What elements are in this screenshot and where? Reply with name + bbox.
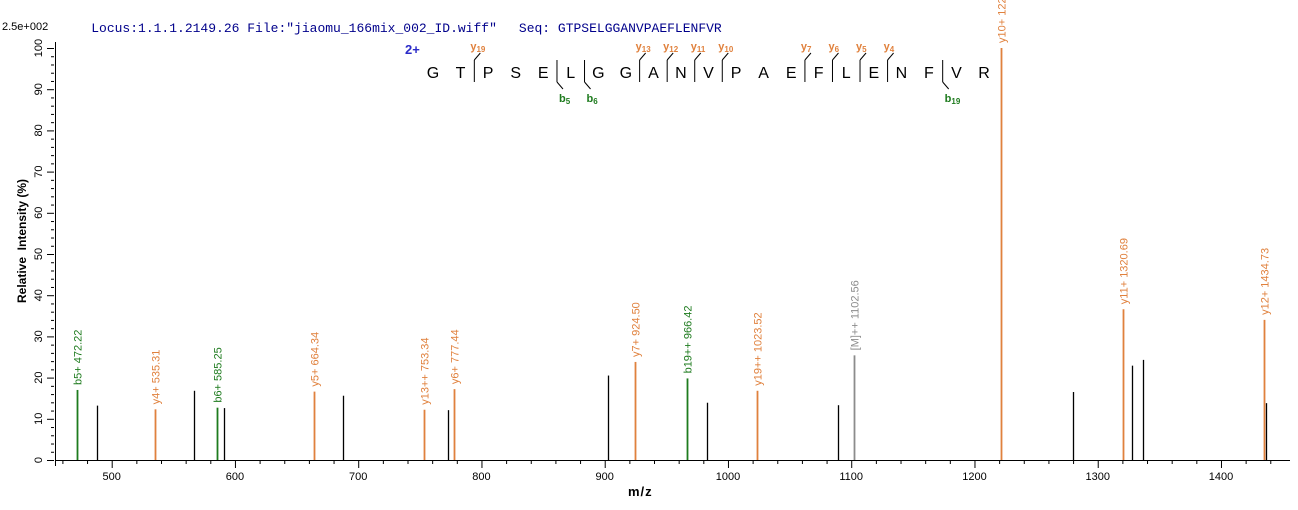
y-tick-label: 50 [33, 248, 45, 260]
residue: N [675, 65, 687, 82]
y-ion-marker: y12 [663, 41, 679, 82]
peak-label: b5+ 472.22 [73, 330, 85, 385]
y-ion-marker: y19 [470, 41, 486, 82]
peak-label: b19++ 966.42 [683, 306, 695, 374]
precursor-charge-label: 2+ [405, 42, 420, 57]
y-ion-label: y5 [856, 41, 867, 54]
x-tick-label: 1300 [1085, 471, 1109, 483]
b-ion-marker: b19 [942, 60, 961, 106]
y-ion-label: y12 [663, 41, 679, 54]
residue: T [456, 65, 466, 82]
y-ion-marker: y10 [718, 41, 734, 82]
residue: E [868, 65, 879, 82]
y-ion-marker: y4 [884, 41, 895, 82]
y-tick-label: 100 [33, 39, 45, 57]
y-tick-label: 90 [33, 83, 45, 95]
peak-label: y4+ 535.31 [151, 350, 163, 405]
x-tick-label: 600 [226, 471, 244, 483]
peak-label: y6+ 777.44 [450, 329, 462, 384]
y-tick-label: 0 [33, 457, 45, 463]
seq-value: GTPSELGGANVPAEFLENFVR [557, 21, 722, 36]
peak-label: b6+ 585.25 [213, 347, 225, 402]
residue: G [427, 65, 439, 82]
y-ion-label: y11 [691, 41, 706, 54]
peak-label: y13++ 753.34 [420, 337, 432, 404]
y-ion-label: y4 [884, 41, 895, 54]
residue: R [978, 65, 990, 82]
y-tick-label: 80 [33, 124, 45, 136]
y-tick-label: 70 [33, 165, 45, 177]
x-tick-label: 1000 [716, 471, 740, 483]
residue: S [510, 65, 521, 82]
residue: G [592, 65, 604, 82]
spectrum-header: Locus:1.1.1.2149.26 File:"jiaomu_166mix_… [60, 6, 722, 51]
y-ion-marker: y6 [828, 41, 840, 82]
y-ion-label: y19 [470, 41, 486, 54]
y-ion-marker: y13 [636, 41, 652, 82]
peaks [76, 48, 1268, 460]
peak-label: y11+ 1320.69 [1119, 238, 1131, 304]
peak-label: y12+ 1434.73 [1260, 248, 1272, 315]
y-tick-label: 10 [33, 413, 45, 425]
seq-prefix: Seq: [518, 21, 558, 36]
y-tick-label: 30 [33, 330, 45, 342]
residue: V [951, 65, 962, 82]
y-ion-marker: y11 [691, 41, 706, 82]
x-axis-title: m/z [628, 484, 653, 499]
b-ion-label: b5 [559, 93, 571, 106]
tick-labels: 500 600 700 800 900 1000 1100 1200 1300 1400 0 10 20… [33, 39, 1233, 483]
residue: L [566, 65, 575, 82]
y-ion-marker: y5 [856, 41, 867, 82]
b-ion-marker: b6 [584, 60, 599, 106]
y-ion-label: y10 [718, 41, 734, 54]
x-tick-label: 700 [349, 471, 367, 483]
residue: L [842, 65, 851, 82]
y-tick-label: 60 [33, 207, 45, 219]
intensity-scale-label: 2.5e+002 [2, 21, 49, 33]
residue: E [786, 65, 797, 82]
x-tick-label: 1400 [1209, 471, 1233, 483]
residue: V [703, 65, 714, 82]
y-ion-marker: y7 [801, 41, 812, 82]
x-tick-label: 1100 [839, 471, 863, 483]
peak-label: [M]++ 1102.56 [850, 280, 862, 350]
x-tick-label: 900 [596, 471, 614, 483]
peak-label: y19++ 1023.52 [753, 312, 765, 385]
peak-label: y5+ 664.34 [310, 332, 322, 387]
residue: N [896, 65, 908, 82]
residue: G [620, 65, 632, 82]
residue: P [731, 65, 742, 82]
residue: A [758, 65, 769, 82]
residue: A [648, 65, 659, 82]
peak-label: y7+ 924.50 [631, 302, 643, 357]
ticks [47, 48, 1272, 468]
y-ion-label: y6 [828, 41, 839, 54]
y-ion-label: y13 [636, 41, 652, 54]
y-tick-label: 40 [33, 289, 45, 301]
y-ion-label: y7 [801, 41, 812, 54]
x-tick-label: 500 [103, 471, 121, 483]
b-ion-marker: b5 [556, 60, 571, 106]
residue: F [924, 65, 934, 82]
locus-file-text: Locus:1.1.1.2149.26 File:"jiaomu_166mix_… [91, 21, 497, 36]
y-tick-label: 20 [33, 371, 45, 383]
peak-label: y10+ 1221.62 [997, 0, 1009, 43]
b-ion-label: b19 [945, 93, 961, 106]
residue: P [483, 65, 494, 82]
x-tick-label: 1200 [962, 471, 986, 483]
axes [55, 42, 1290, 466]
residue: F [814, 65, 824, 82]
peak-labels: b5+ 472.22 y4+ 535.31 b6+ 585.25 y5+ 664.34… [73, 0, 1272, 405]
b-ion-label: b6 [587, 93, 599, 106]
residue: E [538, 65, 549, 82]
x-tick-label: 800 [472, 471, 490, 483]
